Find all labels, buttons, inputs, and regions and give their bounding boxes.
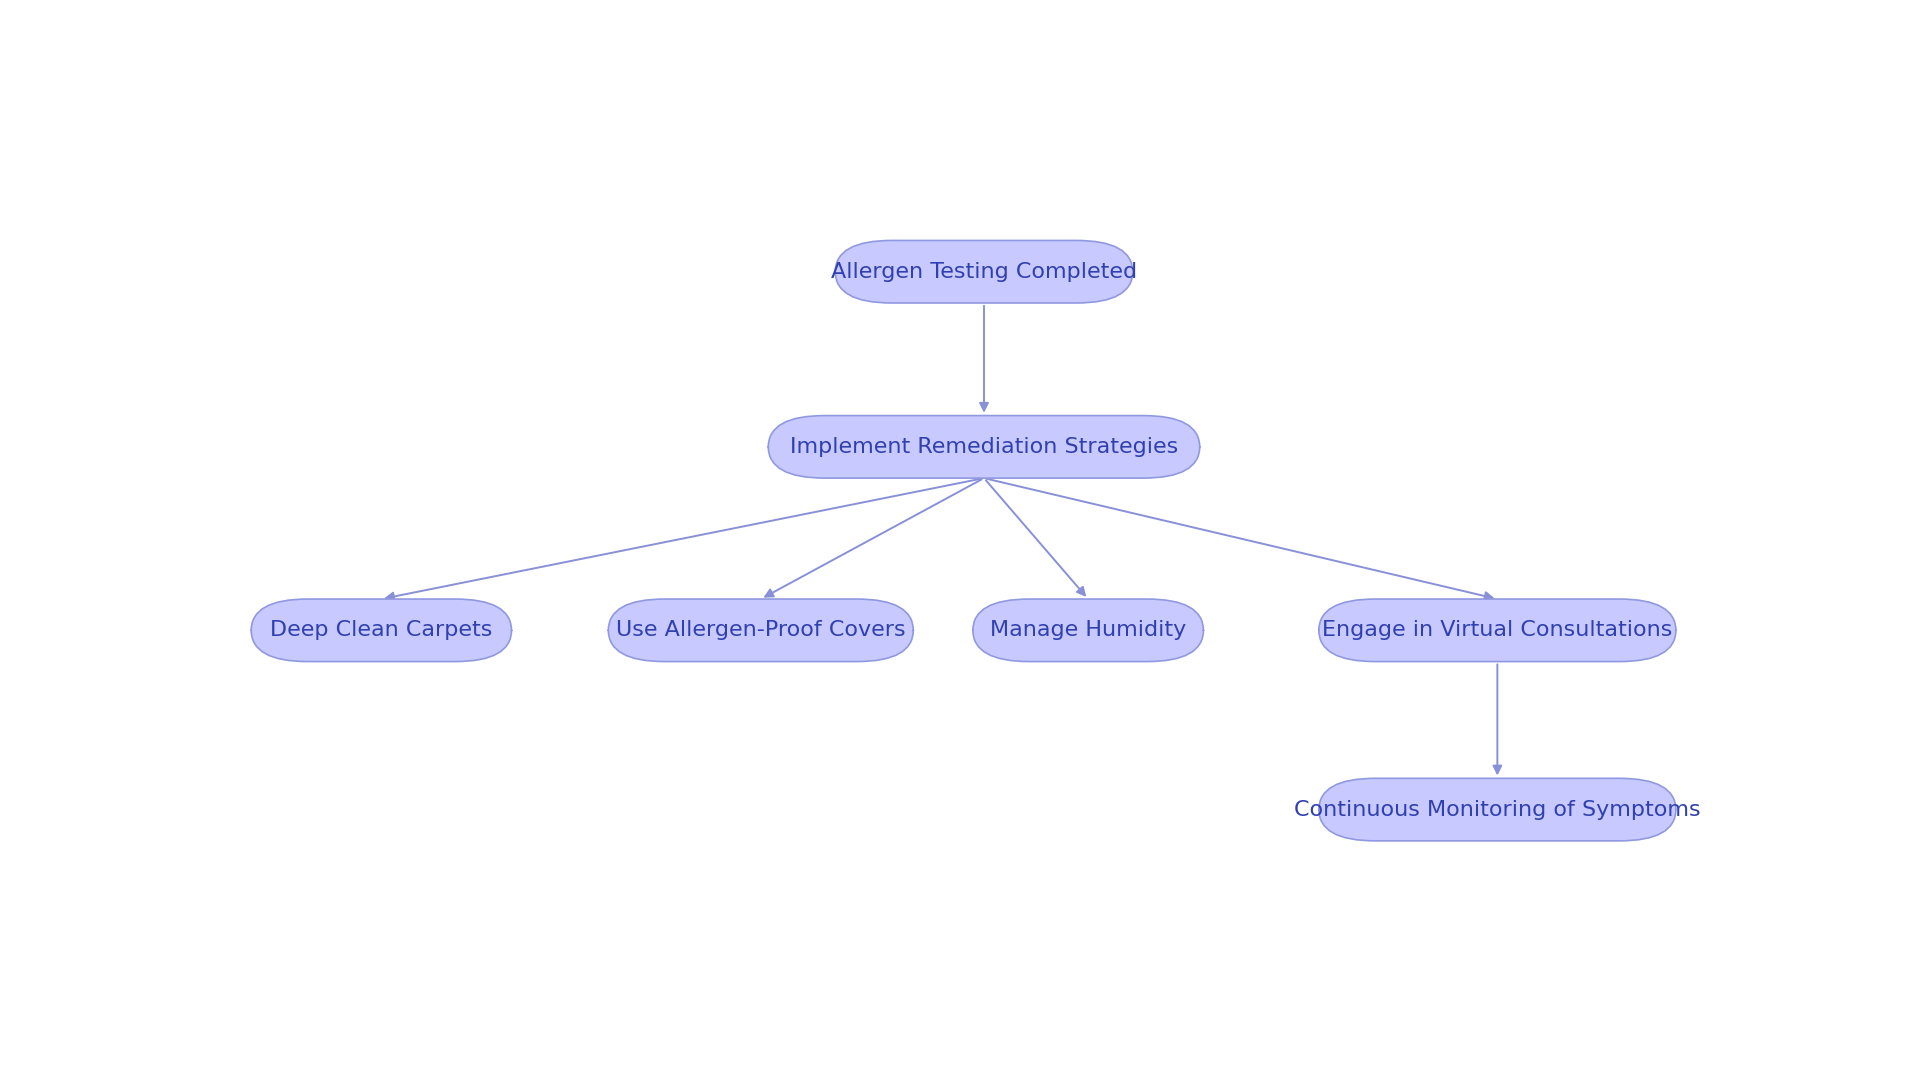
FancyBboxPatch shape	[835, 240, 1133, 303]
FancyBboxPatch shape	[973, 599, 1204, 662]
FancyBboxPatch shape	[1319, 599, 1676, 662]
FancyBboxPatch shape	[1319, 779, 1676, 840]
Text: Engage in Virtual Consultations: Engage in Virtual Consultations	[1323, 621, 1672, 640]
Text: Continuous Monitoring of Symptoms: Continuous Monitoring of Symptoms	[1294, 799, 1701, 820]
FancyBboxPatch shape	[252, 599, 511, 662]
FancyBboxPatch shape	[609, 599, 914, 662]
Text: Manage Humidity: Manage Humidity	[991, 621, 1187, 640]
Text: Implement Remediation Strategies: Implement Remediation Strategies	[789, 436, 1179, 457]
Text: Deep Clean Carpets: Deep Clean Carpets	[271, 621, 493, 640]
Text: Use Allergen-Proof Covers: Use Allergen-Proof Covers	[616, 621, 906, 640]
FancyBboxPatch shape	[768, 416, 1200, 478]
Text: Allergen Testing Completed: Allergen Testing Completed	[831, 262, 1137, 282]
